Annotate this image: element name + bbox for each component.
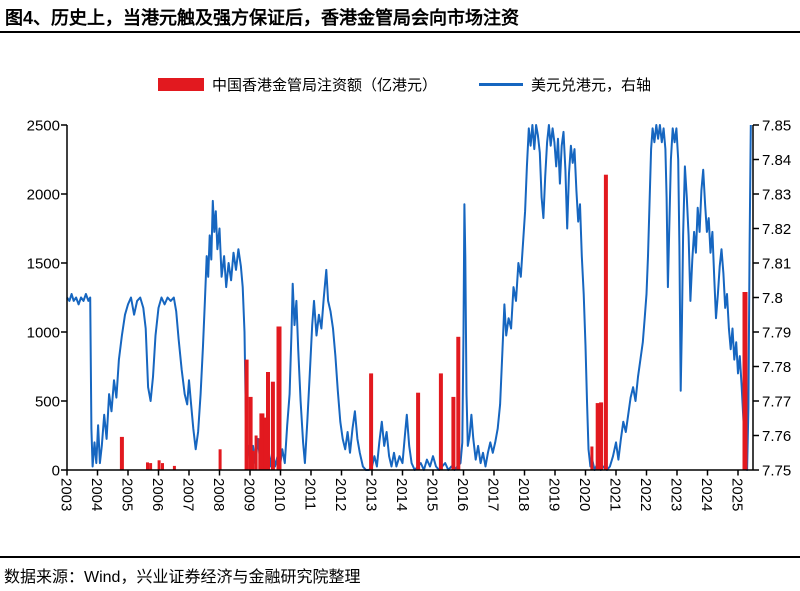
x-axis-tick-label: 2006 [149, 478, 166, 511]
injection-bar [254, 435, 258, 470]
x-axis-tick-label: 2012 [332, 478, 349, 511]
x-axis-tick-label: 2021 [607, 478, 624, 511]
footer-divider [0, 556, 800, 558]
x-axis-tick-label: 2013 [363, 478, 380, 511]
injection-bar [119, 436, 124, 470]
left-axis-tick-label: 0 [52, 463, 60, 480]
injection-bar [603, 174, 608, 470]
injection-bar [266, 372, 270, 470]
chart-canvas: 0 500 1000 1500 2000 2500 7.75 7.76 7.77 7.78 7.79… [27, 118, 792, 512]
x-axis-tick-label: 2011 [302, 478, 319, 510]
right-axis-tick-label: 7.82 [762, 221, 791, 238]
fx-line-path [66, 124, 752, 471]
x-axis-tick-label: 2023 [668, 478, 685, 511]
x-axis-tick-label: 2008 [210, 478, 227, 511]
right-axis-tick-label: 7.85 [762, 118, 791, 135]
injection-bar-swatch [158, 78, 204, 91]
x-axis-tick-label: 2017 [485, 478, 502, 511]
x-axis-tick-label: 2025 [729, 478, 746, 511]
chart-legend: 中国香港金管局注资额（亿港元） 美元兑港元，右轴 [158, 74, 651, 95]
x-axis-tick-label: 2019 [546, 478, 563, 511]
injection-bar [742, 292, 748, 470]
x-axis-tick-label: 2020 [576, 478, 593, 511]
injection-bar [157, 460, 161, 470]
injection-bar [590, 446, 594, 470]
injection-bar [248, 396, 253, 470]
injection-bar [456, 336, 461, 470]
left-axis-tick-label: 2000 [27, 187, 60, 204]
right-axis-tick-label: 7.79 [762, 325, 791, 342]
injection-bar [146, 462, 149, 470]
right-axis-tick-label: 7.75 [762, 463, 791, 480]
injection-bar [161, 463, 164, 470]
legend-label-injection: 中国香港金管局注资额（亿港元） [212, 77, 438, 94]
injection-bar [451, 396, 456, 470]
injection-bar [218, 449, 222, 470]
x-axis-tick-label: 2016 [454, 478, 471, 511]
title-divider [0, 31, 800, 33]
injection-bar [259, 413, 265, 470]
x-axis-tick-label: 2022 [637, 478, 654, 511]
x-axis-tick-label: 2010 [271, 478, 288, 511]
right-axis-tick-label: 7.81 [762, 256, 791, 273]
figure-title: 图4、历史上，当港元触及强方保证后，香港金管局会向市场注资 [5, 8, 520, 28]
left-axis-tick-label: 2500 [27, 118, 60, 135]
x-axis-tick-label: 2009 [241, 478, 258, 511]
x-axis-tick-label: 2003 [58, 478, 75, 511]
injection-bar [369, 373, 374, 470]
x-axis-tick-label: 2015 [424, 478, 441, 511]
x-axis-tick-label: 2018 [515, 478, 532, 511]
left-axis-tick-label: 500 [35, 394, 60, 411]
right-axis-tick-label: 7.83 [762, 187, 791, 204]
legend-item-injection: 中国香港金管局注资额（亿港元） [158, 74, 437, 95]
right-axis-tick-label: 7.8 [762, 290, 783, 307]
right-axis-tick-label: 7.77 [762, 394, 791, 411]
injection-bar [263, 417, 267, 470]
injection-bar [149, 463, 153, 470]
x-axis-tick-label: 2005 [119, 478, 136, 511]
injection-bar [276, 326, 282, 470]
x-axis-tick-label: 2024 [698, 478, 715, 511]
injection-bar [244, 359, 249, 470]
legend-label-fx: 美元兑港元，右轴 [531, 77, 652, 94]
injection-bar [270, 381, 275, 470]
injection-bar [595, 403, 600, 470]
source-note: 数据来源：Wind，兴业证券经济与金融研究院整理 [4, 569, 361, 586]
right-axis-tick-label: 7.84 [762, 152, 791, 169]
injection-bar [599, 402, 604, 470]
left-axis-tick-label: 1000 [27, 325, 60, 342]
right-axis-tick-label: 7.76 [762, 428, 791, 445]
legend-item-fx: 美元兑港元，右轴 [479, 74, 651, 95]
fx-line-swatch [479, 83, 524, 86]
injection-bar [438, 373, 443, 470]
right-axis-tick-label: 7.78 [762, 359, 791, 376]
x-axis-tick-label: 2014 [393, 478, 410, 511]
left-axis-tick-label: 1500 [27, 256, 60, 273]
injection-bar [251, 450, 255, 470]
x-axis-tick-label: 2004 [88, 478, 105, 511]
injection-bar [416, 392, 421, 470]
injection-bar [172, 465, 176, 470]
x-axis-tick-label: 2007 [180, 478, 197, 511]
